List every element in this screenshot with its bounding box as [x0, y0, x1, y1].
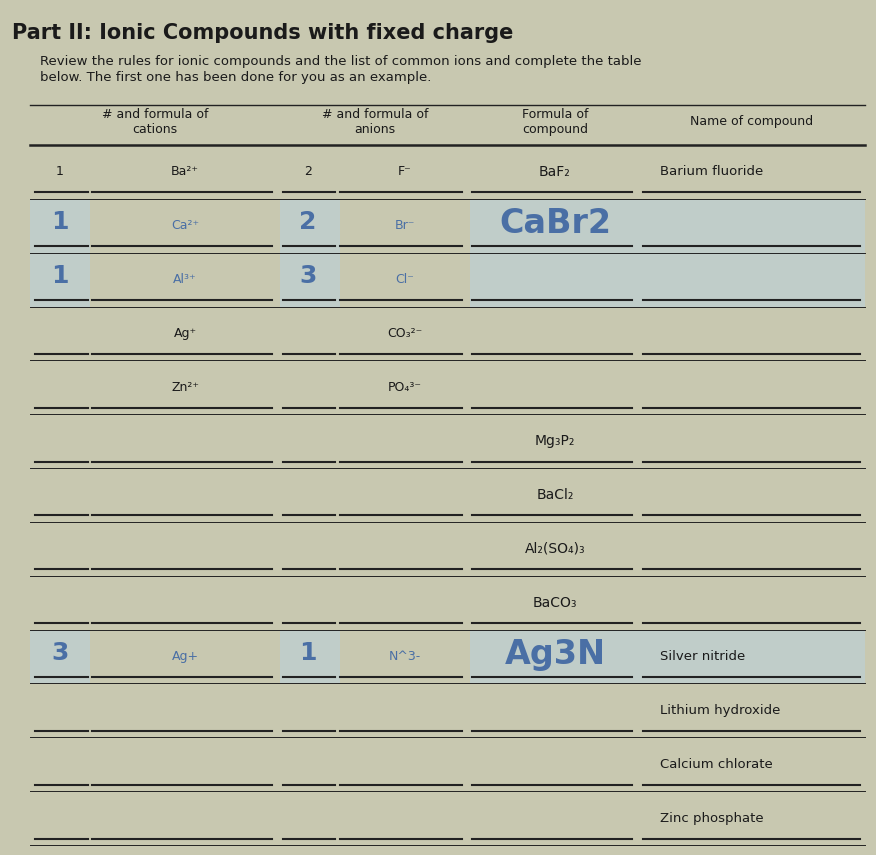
Text: Al₂(SO₄)₃: Al₂(SO₄)₃ [525, 542, 585, 556]
Text: CO₃²⁻: CO₃²⁻ [387, 327, 422, 340]
Text: BaF₂: BaF₂ [539, 165, 571, 179]
Bar [280, 253, 340, 307]
Text: 2: 2 [300, 209, 317, 233]
Text: Lithium hydroxide: Lithium hydroxide [660, 704, 781, 716]
Text: Br⁻: Br⁻ [395, 219, 415, 233]
Text: Formula of
compound: Formula of compound [522, 108, 589, 136]
Text: # and formula of
anions: # and formula of anions [321, 108, 428, 136]
Text: Ag3N: Ag3N [505, 638, 605, 671]
Bar [30, 253, 90, 307]
Bar [30, 629, 90, 683]
Text: Ag+: Ag+ [172, 650, 199, 663]
Bar [470, 199, 640, 253]
Text: F⁻: F⁻ [398, 165, 412, 179]
Text: Zinc phosphate: Zinc phosphate [660, 811, 764, 824]
Text: Ca²⁺: Ca²⁺ [171, 219, 199, 233]
Bar [30, 199, 90, 253]
Text: 1: 1 [56, 165, 64, 179]
Text: Ba²⁺: Ba²⁺ [171, 165, 199, 179]
Bar [470, 253, 640, 307]
Text: Part II: Ionic Compounds with fixed charge: Part II: Ionic Compounds with fixed char… [12, 23, 513, 43]
Text: Zn²⁺: Zn²⁺ [171, 380, 199, 394]
Text: BaCO₃: BaCO₃ [533, 596, 577, 610]
Text: N^3-: N^3- [389, 650, 421, 663]
Text: BaCl₂: BaCl₂ [536, 488, 574, 502]
Text: below. The first one has been done for you as an example.: below. The first one has been done for y… [40, 71, 431, 84]
Bar [280, 629, 340, 683]
Text: 3: 3 [300, 263, 317, 287]
Text: 1: 1 [300, 640, 317, 664]
Text: CaBr2: CaBr2 [499, 207, 611, 240]
Text: # and formula of
cations: # and formula of cations [102, 108, 208, 136]
Bar [640, 199, 865, 253]
Text: Review the rules for ionic compounds and the list of common ions and complete th: Review the rules for ionic compounds and… [40, 55, 641, 68]
Text: 1: 1 [52, 209, 68, 233]
Bar [640, 629, 865, 683]
Bar [640, 253, 865, 307]
Text: Ag⁺: Ag⁺ [173, 327, 196, 340]
Text: Al³⁺: Al³⁺ [173, 273, 197, 286]
Bar [280, 199, 340, 253]
Bar [470, 629, 640, 683]
Text: Silver nitride: Silver nitride [660, 650, 745, 663]
Text: Barium fluoride: Barium fluoride [660, 165, 763, 179]
Text: Name of compound: Name of compound [690, 115, 814, 128]
Text: 2: 2 [304, 165, 312, 179]
Text: Calcium chlorate: Calcium chlorate [660, 758, 773, 770]
Text: Mg₃P₂: Mg₃P₂ [535, 434, 576, 448]
Text: PO₄³⁻: PO₄³⁻ [388, 380, 422, 394]
Text: Cl⁻: Cl⁻ [396, 273, 414, 286]
Text: 1: 1 [52, 263, 68, 287]
Text: 3: 3 [52, 640, 68, 664]
